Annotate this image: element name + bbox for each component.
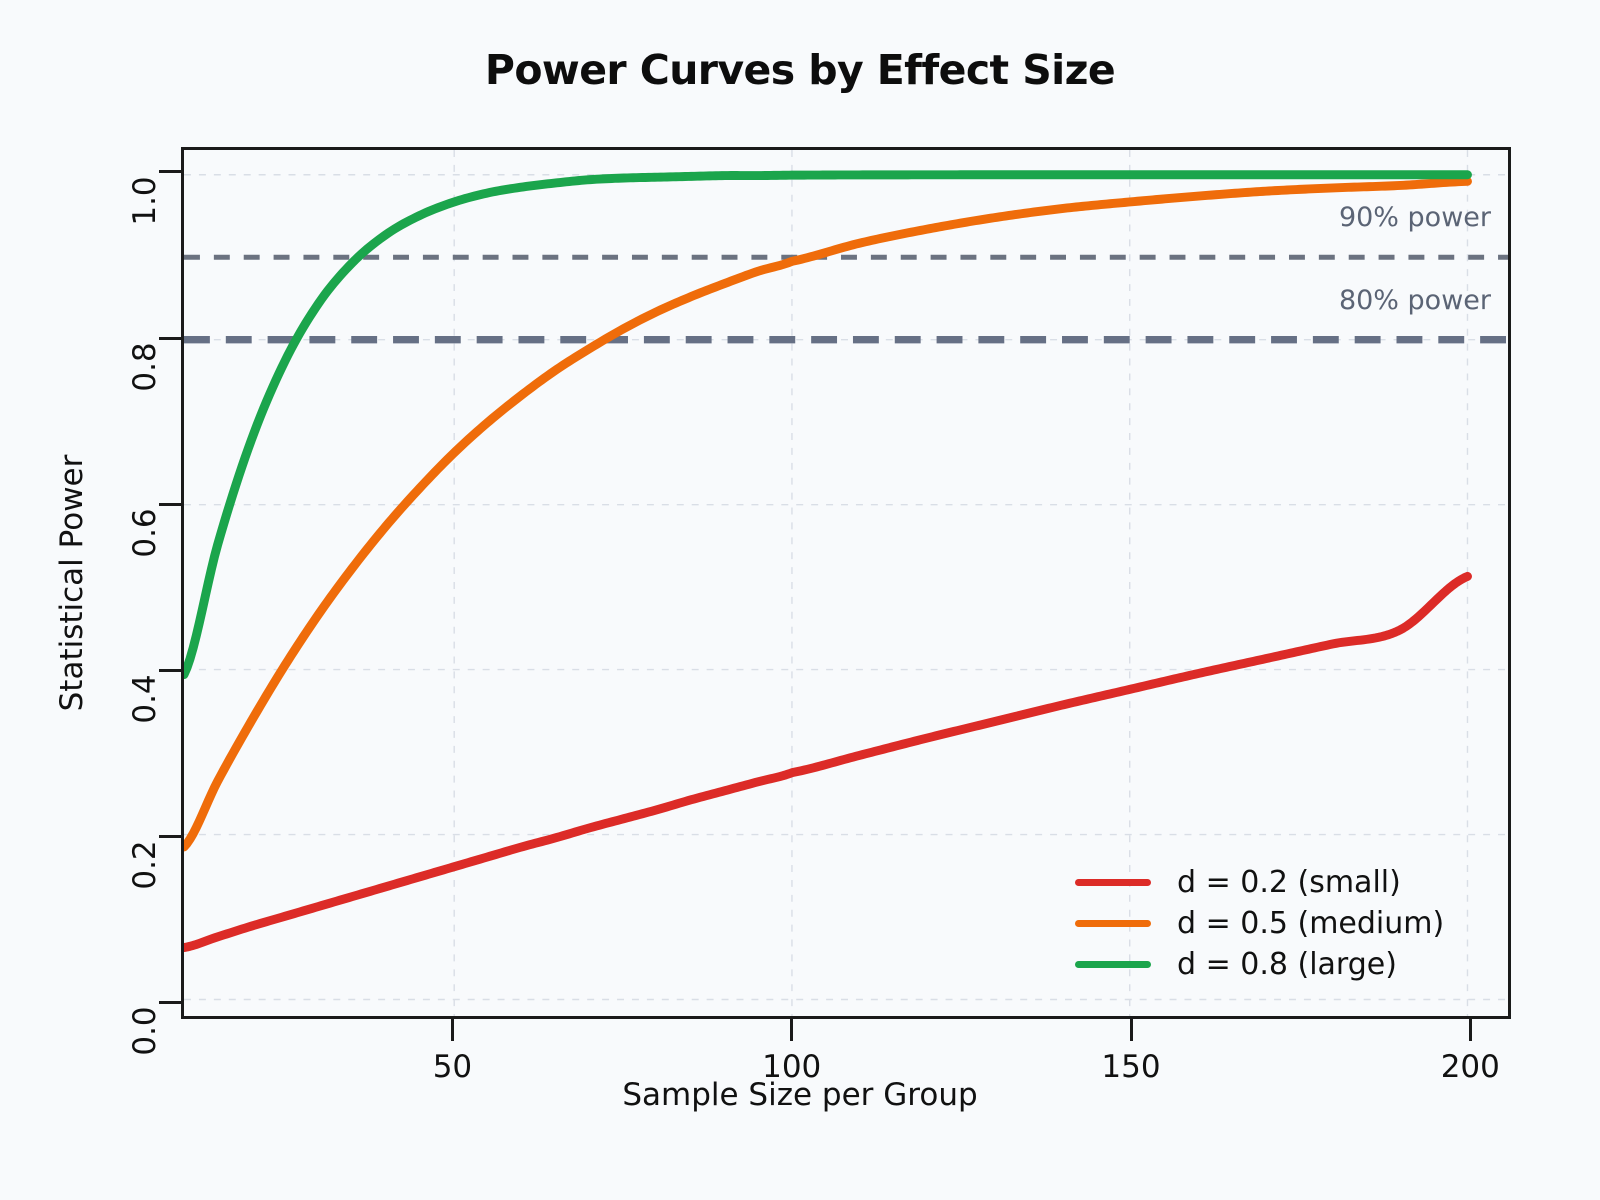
y-tick-label: 1.0 (127, 176, 163, 226)
x-tick-label: 50 (432, 1049, 473, 1085)
legend-item-2[interactable]: d = 0.8 (large) (1075, 944, 1475, 985)
legend-item-1[interactable]: d = 0.5 (medium) (1075, 903, 1475, 944)
annotation-power-90: 90% power (1338, 201, 1491, 233)
legend-swatch-icon (1075, 879, 1151, 886)
y-tick-label: 0.6 (127, 508, 163, 558)
y-tick-label: 0.4 (127, 674, 163, 724)
series-line-2 (184, 170, 1472, 680)
series-line-0 (184, 571, 1472, 953)
x-tick-label: 200 (1440, 1049, 1500, 1085)
plot-area (181, 147, 1511, 1019)
y-tick-label: 0.0 (127, 1006, 163, 1057)
page-title: Power Curves by Effect Size (484, 46, 1116, 94)
plot-svg (184, 150, 1508, 1016)
x-tick-mark (450, 1019, 454, 1041)
data-series (184, 170, 1472, 953)
x-tick-mark (790, 1019, 794, 1041)
y-tick-mark (159, 502, 181, 506)
y-tick-mark (159, 668, 181, 672)
annotation-power-80: 80% power (1338, 285, 1491, 316)
chart-legend: d = 0.2 (small) d = 0.5 (medium) d = 0.8 (… (1075, 862, 1475, 985)
legend-item-label: d = 0.5 (medium) (1177, 906, 1445, 941)
x-tick-label: 100 (762, 1049, 822, 1085)
x-tick-label: 150 (1101, 1049, 1161, 1085)
x-tick-mark (1468, 1019, 1472, 1041)
reference-lines (184, 254, 1508, 344)
y-tick-mark (159, 336, 181, 340)
y-tick-mark (159, 170, 181, 174)
y-tick-mark (159, 834, 181, 838)
legend-item-label: d = 0.8 (large) (1177, 947, 1397, 982)
y-tick-label: 0.8 (127, 342, 163, 392)
y-tick-mark (159, 1000, 181, 1004)
y-axis-title: Statistical Power (54, 454, 90, 712)
legend-swatch-icon (1075, 920, 1151, 927)
x-tick-mark (1129, 1019, 1133, 1041)
series-line-1 (184, 176, 1472, 852)
legend-item-label: d = 0.2 (small) (1177, 865, 1401, 900)
legend-swatch-icon (1075, 961, 1151, 968)
legend-item-0[interactable]: d = 0.2 (small) (1075, 862, 1475, 903)
y-tick-label: 0.2 (127, 840, 163, 890)
x-axis-title: Sample Size per Group (622, 1077, 978, 1113)
